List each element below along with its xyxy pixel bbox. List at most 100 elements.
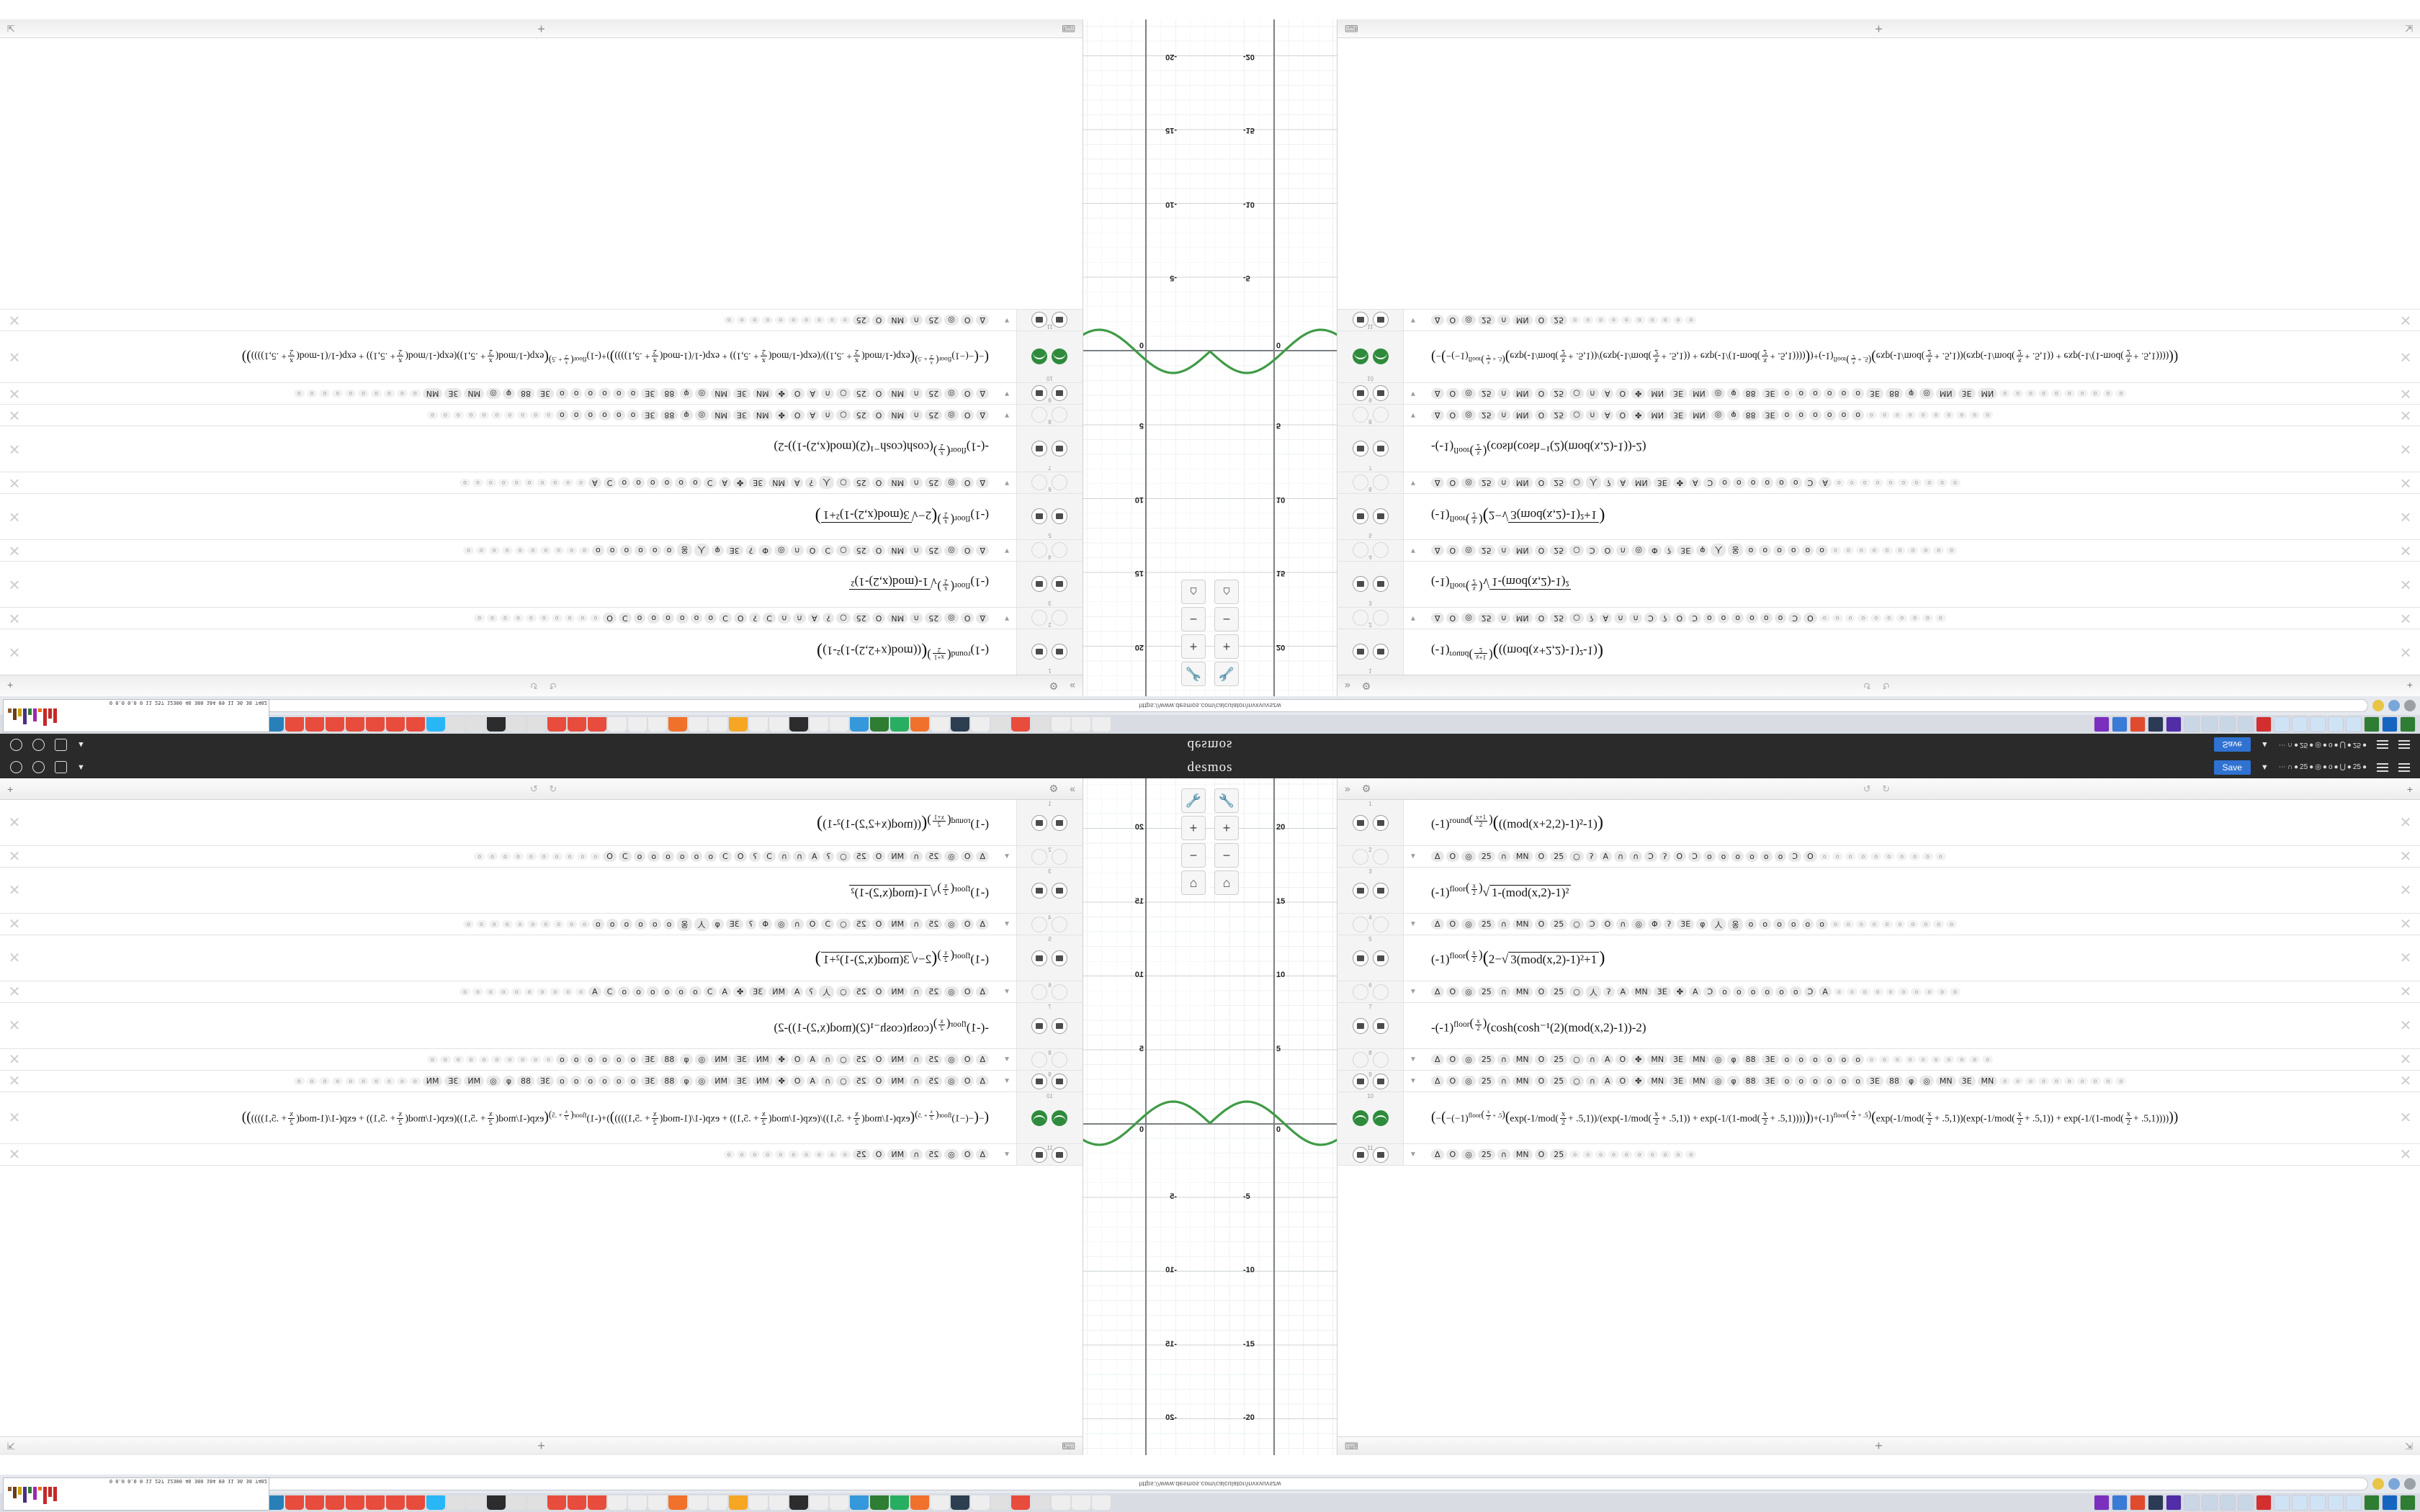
- style-toggle-icon[interactable]: [1372, 385, 1389, 402]
- browser-tab[interactable]: [1031, 717, 1050, 732]
- expression-content[interactable]: Δ O ◎ 25 ∩ MN O 25 ○ ∩ A O ✤ MN 3E MN ◎ φ 88 3E o o o o o o o o o o o o…: [29, 405, 998, 426]
- browser-tab[interactable]: [850, 1495, 869, 1510]
- expression-index-cell[interactable]: 5: [1337, 935, 1404, 981]
- expression-caret-icon[interactable]: ▼: [1410, 1077, 1417, 1085]
- expression-caret-icon[interactable]: ▼: [1003, 390, 1010, 397]
- save-button[interactable]: Save: [2213, 737, 2251, 752]
- expression-caret-icon[interactable]: ▼: [1410, 1056, 1417, 1063]
- add-expression-icon[interactable]: +: [2406, 783, 2413, 795]
- browser-tab[interactable]: [729, 1495, 748, 1510]
- plus-icon[interactable]: +: [1214, 816, 1239, 840]
- browser-tab[interactable]: [568, 1495, 586, 1510]
- delete-expression-icon[interactable]: ✕: [8, 348, 21, 364]
- browser-tab[interactable]: [406, 717, 425, 732]
- expression-caret-icon[interactable]: ▼: [1003, 479, 1010, 487]
- style-toggle-icon[interactable]: [1031, 312, 1048, 328]
- browser-tab[interactable]: [608, 717, 627, 732]
- zoom-fit-icon[interactable]: ⇲: [2405, 1440, 2413, 1452]
- expression-index-cell[interactable]: 2: [1016, 608, 1083, 629]
- browser-tab[interactable]: [406, 1495, 425, 1510]
- expression-content[interactable]: Δ O ◎ 25 ∩ MN O 25 ○ Ɔ O ∩ ◎ Φ ʔ 3E φ 人 옹 o o o o o o o o o o o o o o o o: [29, 914, 998, 935]
- keyboard-icon[interactable]: ⌨: [1062, 1440, 1075, 1452]
- expression-header-left[interactable]: » ⚙: [1049, 680, 1075, 692]
- browser-tab[interactable]: [1072, 717, 1090, 732]
- expression-content[interactable]: Δ O ◎ 25 ∩ MN O 25 o o o o o o o o o o: [29, 1144, 998, 1165]
- globe-icon[interactable]: [10, 761, 22, 773]
- style-toggle-icon[interactable]: [1031, 610, 1048, 626]
- delete-expression-icon[interactable]: ✕: [2399, 849, 2412, 865]
- expression-content[interactable]: Δ O ◎ 25 ∩ MN O 25 ○ ∩ A O ✤ MN 3E MN ◎ φ 88 3E o o o o o o o o o o o o…: [1422, 405, 2391, 426]
- expression-caret-icon[interactable]: [1404, 331, 1422, 382]
- browser-tab[interactable]: [1031, 1495, 1050, 1510]
- style-toggle-icon[interactable]: [1031, 348, 1048, 365]
- expression-row[interactable]: 1 (-1)round(x+1 2)(((mod(x+2,2)-1)²-1)) ✕: [1337, 800, 2420, 846]
- style-toggle-icon[interactable]: [1031, 882, 1048, 899]
- plus-icon[interactable]: +: [1181, 634, 1206, 659]
- visibility-toggle-icon[interactable]: [1352, 984, 1368, 1000]
- keyboard-icon[interactable]: ⌨: [1062, 23, 1075, 35]
- browser-tab[interactable]: [890, 1495, 909, 1510]
- expression-caret-icon[interactable]: ▼: [1410, 390, 1417, 397]
- expression-index-cell[interactable]: 7: [1337, 426, 1404, 472]
- expression-row[interactable]: 11 ▼ Δ O ◎ 25 ∩ MN O 25 o o o o o o o o o o ✕: [1337, 309, 2420, 330]
- visibility-toggle-icon[interactable]: [1352, 610, 1368, 626]
- browser-tab[interactable]: [749, 717, 768, 732]
- browser-tab[interactable]: [426, 717, 445, 732]
- expression-index-cell[interactable]: 11: [1016, 310, 1083, 330]
- browser-tab[interactable]: [547, 1495, 566, 1510]
- browser-tab[interactable]: [507, 1495, 526, 1510]
- browser-tab[interactable]: [1052, 717, 1070, 732]
- expression-row[interactable]: 7 -(-1)floor(x 2)(cosh(cosh⁻¹(2)(mod(x,2)-…: [1337, 1003, 2420, 1049]
- visibility-toggle-icon[interactable]: [1052, 1146, 1068, 1163]
- expression-index-cell[interactable]: 9: [1337, 1071, 1404, 1092]
- delete-expression-icon[interactable]: ✕: [2399, 883, 2412, 899]
- delete-expression-icon[interactable]: ✕: [8, 1147, 21, 1163]
- style-toggle-icon[interactable]: [1031, 1017, 1048, 1034]
- style-toggle-icon[interactable]: [1031, 950, 1048, 966]
- browser-tab[interactable]: [789, 717, 808, 732]
- browser-tab[interactable]: [769, 1495, 788, 1510]
- expression-row[interactable]: 10 (−(−(−1)floor(x 2 + .5)(exp(-1/mod(x 2 + .…: [1337, 330, 2420, 382]
- browser-tab[interactable]: [850, 717, 869, 732]
- style-toggle-icon[interactable]: [1031, 644, 1048, 660]
- browser-tab[interactable]: [305, 717, 324, 732]
- expression-content[interactable]: Δ O ◎ 25 ∩ MN O 25 ○ Ɔ O ∩ ◎ Φ ʔ 3E φ 人 옹 o o o o o o o o o o o o o o o o: [1422, 914, 2391, 935]
- expression-caret-icon[interactable]: [998, 426, 1016, 472]
- expression-row[interactable]: 9 ▼ Δ O ◎ 25 ∩ MN O 25 ○ ∩ A O ✤ MN 3E MN ◎ φ 88 3E o o o o o o 3E 88…: [0, 1071, 1083, 1092]
- browser-tab[interactable]: [588, 1495, 606, 1510]
- browser-tab[interactable]: [547, 717, 566, 732]
- undo-redo-group[interactable]: ↺ ↻: [525, 783, 557, 794]
- undo-redo-group[interactable]: ↺ ↻: [1863, 680, 1895, 692]
- expression-caret-icon[interactable]: ▼: [1003, 614, 1010, 622]
- delete-expression-icon[interactable]: ✕: [2399, 542, 2412, 558]
- expression-content[interactable]: Δ O ◎ 25 ∩ MN O 25 ○ Ɔ O ∩ ◎ Φ ʔ 3E φ 人 옹 o o o o o o o o o o o o o o o o: [29, 540, 998, 561]
- delete-expression-icon[interactable]: ✕: [8, 984, 21, 1000]
- browser-tab[interactable]: [991, 1495, 1010, 1510]
- style-toggle-icon[interactable]: [1031, 407, 1048, 423]
- expand-icon[interactable]: »: [1070, 680, 1075, 692]
- delete-expression-icon[interactable]: ✕: [2399, 1074, 2412, 1089]
- browser-tab[interactable]: [326, 1495, 344, 1510]
- style-toggle-icon[interactable]: [1372, 1073, 1389, 1089]
- style-toggle-icon[interactable]: [1372, 644, 1389, 660]
- expression-header-left[interactable]: » ⚙: [1345, 783, 1371, 795]
- expression-index-cell[interactable]: 5: [1016, 935, 1083, 981]
- expression-content[interactable]: (−(−(−1)floor(x 2 + .5)(exp(-1/mod(x 2 + .5,…: [1431, 1108, 2179, 1128]
- visibility-toggle-icon[interactable]: [1052, 848, 1068, 865]
- visibility-toggle-icon[interactable]: [1052, 508, 1068, 525]
- zoom-fit-icon[interactable]: ⇲: [7, 1440, 15, 1452]
- expression-row[interactable]: 11 ▼ Δ O ◎ 25 ∩ MN O 25 o o o o o o o o o o ✕: [0, 309, 1083, 330]
- expression-row[interactable]: 7 -(-1)floor(x 2)(cosh(cosh⁻¹(2)(mod(x,2)-…: [1337, 426, 2420, 472]
- style-toggle-icon[interactable]: [1031, 1073, 1048, 1089]
- style-toggle-icon[interactable]: [1372, 882, 1389, 899]
- expression-row[interactable]: 7 -(-1)floor(x 2)(cosh(cosh⁻¹(2)(mod(x,2)-…: [0, 426, 1083, 472]
- style-toggle-icon[interactable]: [1031, 848, 1048, 865]
